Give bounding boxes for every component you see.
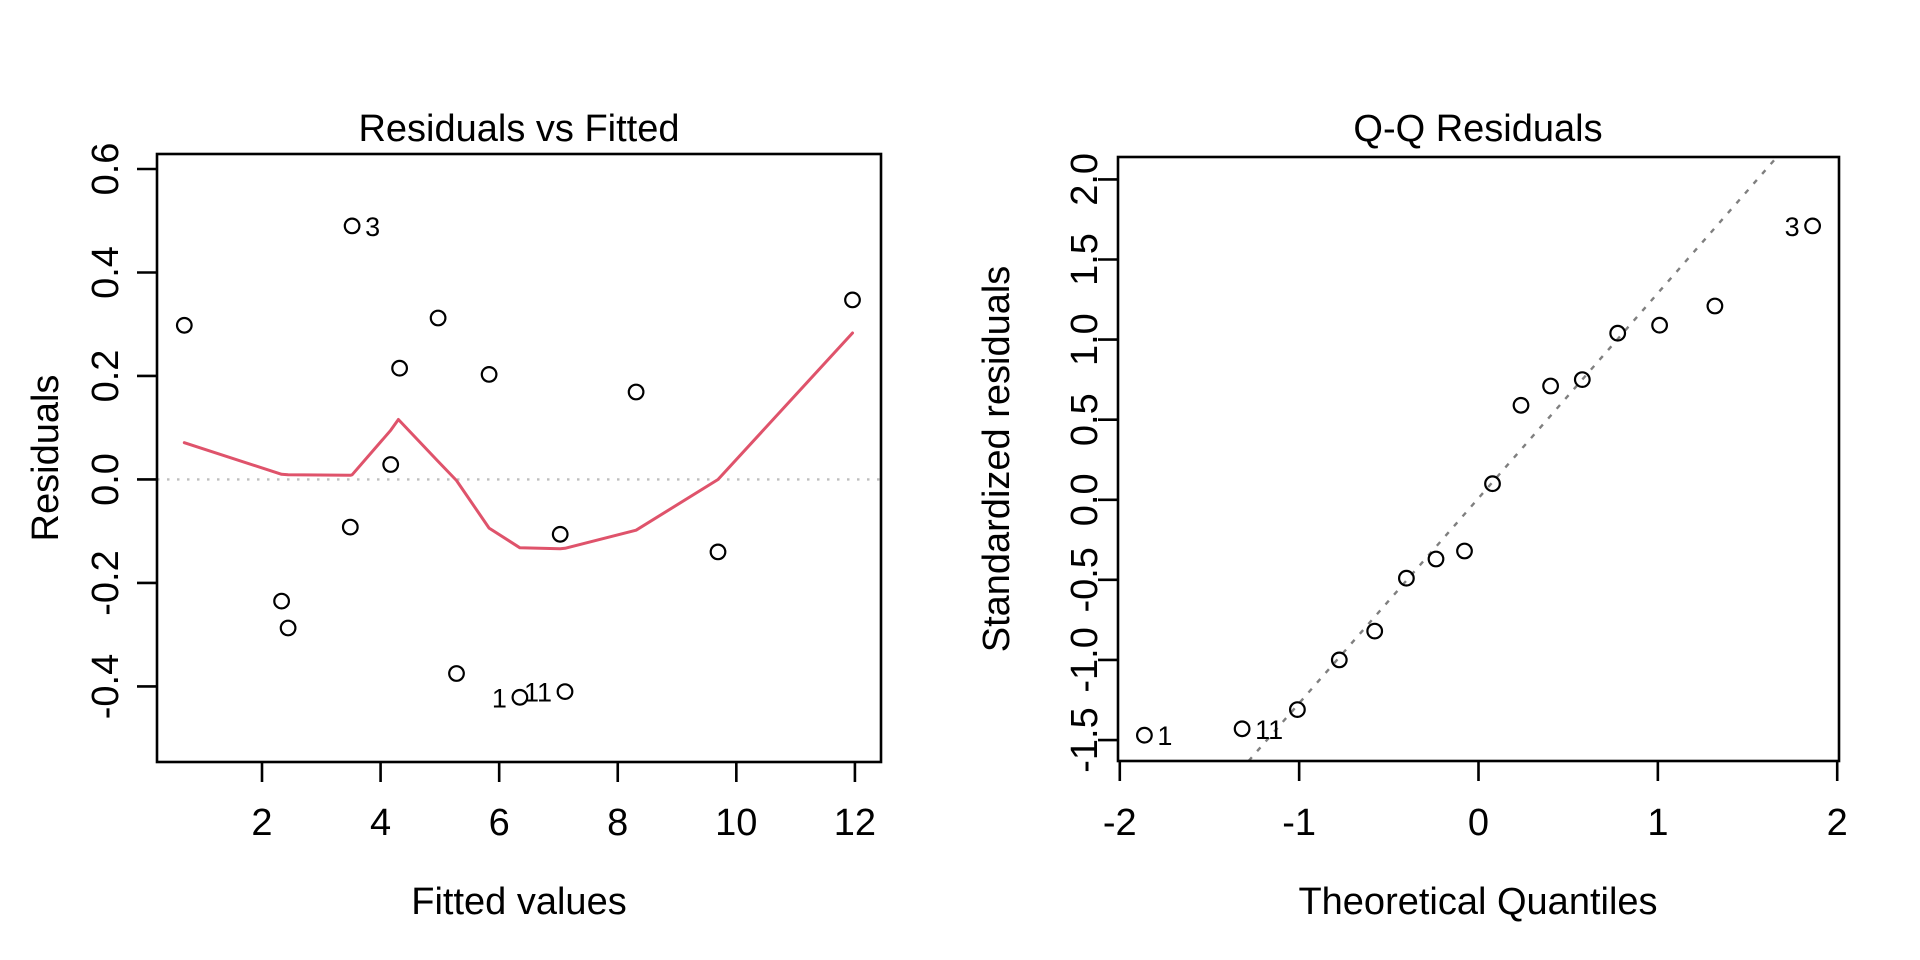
y-axis-tick-label: 0.4	[85, 246, 127, 299]
data-point	[1456, 542, 1473, 560]
plot-box	[1116, 155, 1841, 763]
x-axis-tick-label: 1	[1647, 802, 1668, 844]
data-point	[1397, 569, 1415, 587]
data-point	[1484, 475, 1501, 493]
x-axis-tick-label: 4	[370, 802, 391, 844]
x-axis-tick-label: -1	[1282, 802, 1316, 844]
y-axis-tick-label: -0.2	[85, 550, 127, 615]
data-point	[551, 525, 569, 543]
data-point	[627, 383, 645, 401]
y-axis-tick-label: 2.0	[1064, 153, 1106, 206]
data-point	[1651, 316, 1668, 334]
data-point	[1542, 377, 1559, 395]
y-axis-tick-label: -1.0	[1064, 627, 1106, 692]
data-point	[556, 683, 574, 700]
observation-label: 3	[365, 212, 380, 242]
data-point	[1366, 622, 1384, 640]
data-point	[382, 456, 400, 473]
residuals-axis-label: Residuals	[25, 375, 67, 542]
x-axis-tick-label: 10	[715, 802, 757, 844]
data-point	[1573, 371, 1591, 389]
x-axis-tick-label: 6	[489, 802, 510, 844]
x-axis-tick-label: -2	[1103, 802, 1137, 844]
data-point	[343, 217, 361, 235]
x-axis-tick-label: 2	[251, 802, 272, 844]
observation-label: 1	[1157, 721, 1172, 751]
data-point	[480, 366, 498, 383]
data-point	[1135, 726, 1153, 744]
data-point	[1804, 217, 1821, 235]
data-point	[1288, 701, 1306, 718]
y-axis-tick-label: 1.5	[1064, 233, 1106, 286]
data-point	[1427, 550, 1445, 568]
lowess-smoother	[182, 331, 854, 551]
y-axis-tick-label: -0.4	[85, 654, 127, 719]
x-axis-tick-label: 12	[834, 802, 876, 844]
y-axis-tick-label: -0.5	[1064, 547, 1106, 612]
data-point	[1706, 297, 1724, 315]
data-point	[429, 309, 447, 327]
residuals-vs-fitted-plot: 31 112 4 6 8 10 12-0.4-0.20.00.20.40.6 Residua…	[25, 108, 883, 923]
observation-label: 11	[524, 678, 552, 708]
qq-residuals-title: Q-Q Residuals	[1353, 108, 1602, 150]
qq-residuals-plot-area: 1 113-2 -1 0 1 2-1.5-1.0-0.50.00.51.01.52.0	[1064, 153, 1848, 844]
observation-label: 1	[492, 683, 507, 713]
data-point	[391, 359, 409, 377]
data-point	[1609, 324, 1627, 342]
x-axis-tick-label: 0	[1468, 802, 1489, 844]
data-point	[175, 316, 193, 334]
data-point	[1233, 720, 1251, 738]
data-point	[341, 518, 359, 536]
fitted-values-axis-label: Fitted values	[411, 881, 626, 923]
y-axis-tick-label: 0.5	[1064, 393, 1106, 446]
data-point	[273, 592, 291, 610]
data-point	[1512, 396, 1530, 414]
plot-box	[155, 152, 883, 764]
observation-label: 3	[1785, 212, 1800, 242]
data-point	[1330, 651, 1348, 669]
y-axis-tick-label: 1.0	[1064, 313, 1106, 366]
y-axis-tick-label: 0.2	[85, 350, 127, 403]
y-axis-tick-label: -1.5	[1064, 707, 1106, 772]
y-axis-tick-label: 0.0	[1064, 473, 1106, 526]
data-point	[448, 665, 465, 682]
x-axis-tick-label: 2	[1827, 802, 1848, 844]
data-point	[511, 688, 529, 706]
standardized-residuals-axis-label: Standardized residuals	[976, 266, 1018, 653]
x-axis-tick-label: 8	[607, 802, 628, 844]
observation-label: 11	[1255, 715, 1283, 745]
y-axis-tick-label: 0.6	[85, 143, 127, 196]
data-point	[844, 291, 861, 309]
data-point	[709, 543, 727, 561]
qq-reference-line	[1247, 156, 1778, 762]
residuals-vs-fitted-plot-area: 31 112 4 6 8 10 12-0.4-0.20.00.20.40.6	[85, 143, 883, 844]
residuals-vs-fitted-title: Residuals vs Fitted	[358, 108, 679, 150]
theoretical-quantiles-axis-label: Theoretical Quantiles	[1298, 881, 1657, 923]
data-point	[279, 619, 297, 637]
y-axis-tick-label: 0.0	[85, 453, 127, 506]
qq-residuals-plot: 1 113-2 -1 0 1 2-1.5-1.0-0.50.00.51.01.52.0 Q…	[976, 108, 1848, 923]
